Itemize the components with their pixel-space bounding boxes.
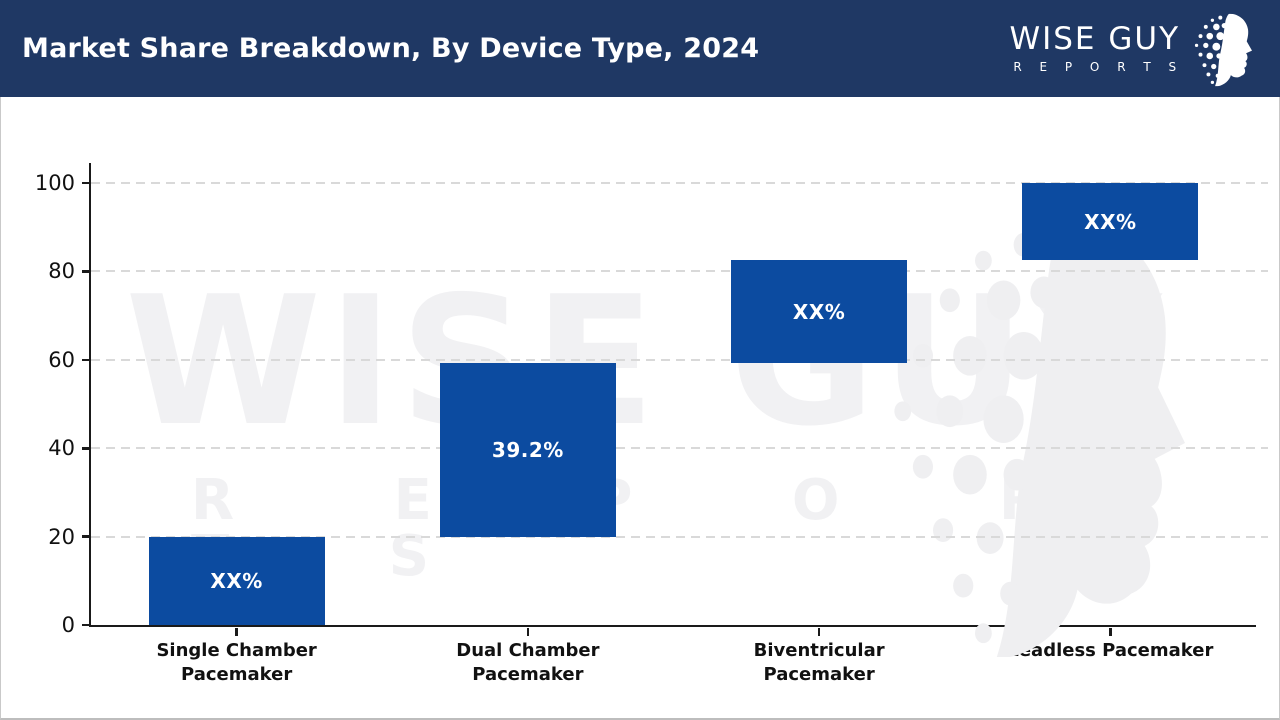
bar-value-label: XX% <box>1084 209 1137 234</box>
y-tick-label-80: 80 <box>48 259 75 284</box>
bar-dual-chamber-pacemaker: 39.2% <box>439 363 616 537</box>
chart-title: Market Share Breakdown, By Device Type, … <box>22 33 760 64</box>
x-axis-label-dual-chamber-pacemaker: Dual Chamber Pacemaker <box>456 640 600 686</box>
x-axis-label-biventricular-pacemaker: Biventricular Pacemaker <box>753 640 885 686</box>
y-tick-label-40: 40 <box>48 436 75 461</box>
y-tick-mark-40 <box>82 447 91 450</box>
watermark-wiseguy: WISE GUY <box>125 258 1167 465</box>
bar-value-label: 39.2% <box>491 438 564 463</box>
x-tick-mark-biventricular-pacemaker <box>817 627 821 636</box>
x-tick-mark-single-chamber-pacemaker <box>235 627 238 636</box>
x-axis-label-leadless-pacemaker: Leadless Pacemaker <box>1007 640 1214 661</box>
y-tick-mark-60 <box>82 358 91 362</box>
y-tick-label-0: 0 <box>61 613 75 637</box>
bar-leadless-pacemaker: XX% <box>1022 183 1199 260</box>
gridline-80 <box>91 270 1268 273</box>
y-tick-mark-0 <box>82 623 91 627</box>
y-tick-label-60: 60 <box>48 347 75 372</box>
y-tick-label-20: 20 <box>48 524 75 549</box>
logo-head-icon <box>1186 9 1252 91</box>
plot-area: WISE GUY R E P O R T S 0 20 40 60 80 100 XX% 3… <box>35 163 1268 685</box>
watermark-reports: R E P O R T S <box>191 468 1113 589</box>
y-tick-mark-100 <box>82 181 91 185</box>
gridline-40 <box>91 447 1268 450</box>
header: Market Share Breakdown, By Device Type, … <box>0 0 1280 97</box>
gridline-100 <box>91 182 1268 185</box>
x-tick-mark-leadless-pacemaker <box>1109 627 1112 636</box>
gridline-20 <box>91 535 1268 538</box>
x-axis-label-single-chamber-pacemaker: Single Chamber Pacemaker <box>156 640 317 686</box>
x-tick-mark-dual-chamber-pacemaker <box>526 627 530 636</box>
y-tick-label-100: 100 <box>34 171 75 196</box>
x-axis-labels: Single Chamber Pacemaker Dual Chamber Pac… <box>91 639 1256 688</box>
gridline-60 <box>91 358 1268 361</box>
logo-text: WISE GUY R E P O R T S <box>1009 21 1184 74</box>
bar-single-chamber-pacemaker: XX% <box>148 536 325 625</box>
bar-value-label: XX% <box>792 299 846 324</box>
logo-reports-label: R E P O R T S <box>1013 60 1184 74</box>
y-tick-mark-80 <box>82 270 91 273</box>
y-tick-mark-20 <box>82 535 91 538</box>
bar-biventricular-pacemaker: XX% <box>731 260 908 364</box>
bar-value-label: XX% <box>210 568 263 593</box>
wiseguy-logo: WISE GUY R E P O R T S <box>1009 7 1252 91</box>
logo-wiseguy-label: WISE GUY <box>1009 21 1180 57</box>
